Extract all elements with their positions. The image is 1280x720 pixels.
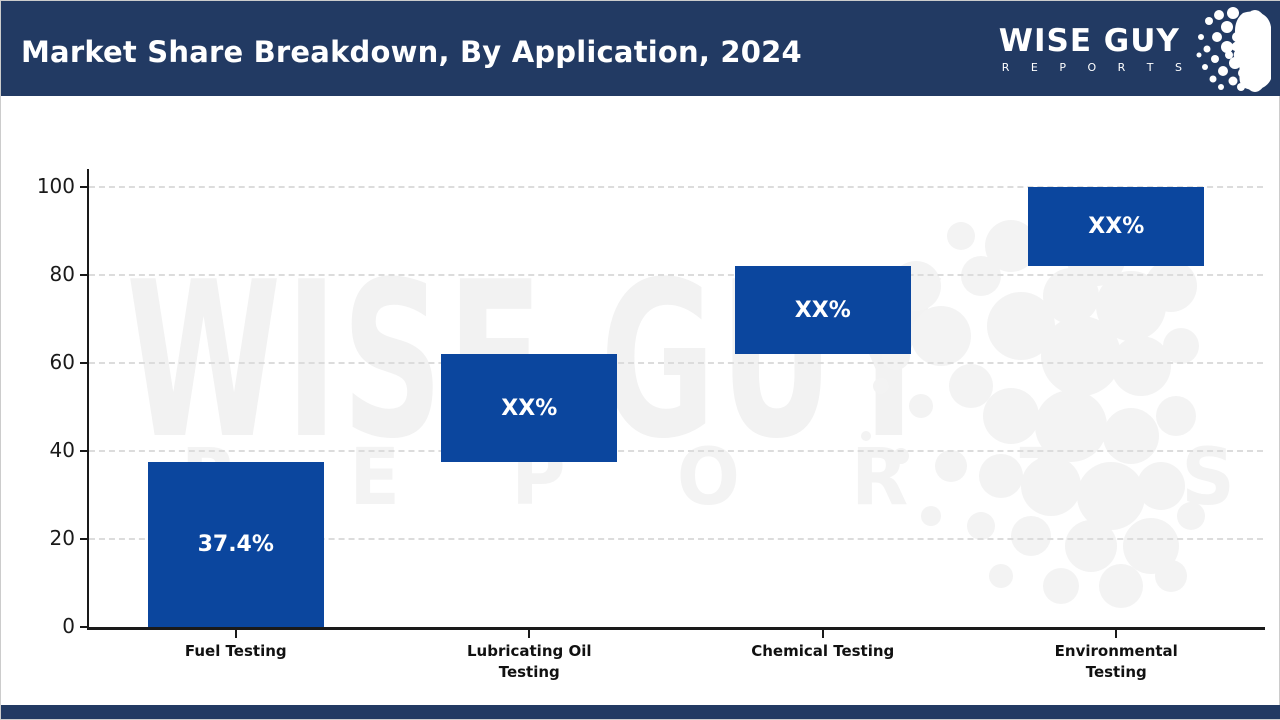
y-axis-tick bbox=[80, 450, 89, 452]
bar-value-label: XX% bbox=[794, 297, 851, 323]
bar-value-label: XX% bbox=[501, 395, 558, 421]
y-axis-tick-label: 0 bbox=[62, 614, 75, 638]
y-axis-tick-label: 40 bbox=[49, 438, 75, 462]
y-axis-tick-label: 60 bbox=[49, 350, 75, 374]
gridline bbox=[89, 186, 1263, 188]
gridline bbox=[89, 274, 1263, 276]
x-axis-category-label: Fuel Testing bbox=[184, 642, 287, 660]
x-axis-tick bbox=[821, 630, 824, 638]
logo: WISE GUY R E P O R T S bbox=[998, 6, 1271, 93]
logo-wordmark: WISE GUY bbox=[998, 23, 1180, 59]
y-axis-tick-label: 100 bbox=[36, 174, 75, 198]
y-axis-tick bbox=[80, 274, 89, 276]
x-axis-tick bbox=[1115, 630, 1118, 638]
bar-segment: XX% bbox=[1028, 187, 1205, 267]
y-axis-tick bbox=[80, 186, 89, 188]
y-axis-tick-label: 20 bbox=[49, 526, 75, 550]
gridline bbox=[89, 362, 1263, 364]
bar-value-label: XX% bbox=[1088, 214, 1145, 240]
logo-subtext: R E P O R T S bbox=[1001, 61, 1191, 74]
y-axis-tick bbox=[80, 362, 89, 364]
footer-bar bbox=[1, 705, 1280, 719]
x-axis-tick bbox=[528, 630, 531, 638]
y-axis-tick-label: 80 bbox=[49, 262, 75, 286]
header: Market Share Breakdown, By Application, … bbox=[1, 1, 1280, 96]
x-axis-category-label: Lubricating Oil Testing bbox=[466, 642, 592, 681]
logo-text: WISE GUY R E P O R T S bbox=[998, 23, 1191, 74]
y-axis-line bbox=[87, 169, 89, 630]
x-axis-category-label: Chemical Testing bbox=[751, 642, 895, 660]
bar-segment: 37.4% bbox=[147, 462, 324, 627]
bar-segment: XX% bbox=[734, 266, 911, 355]
x-axis-line bbox=[87, 627, 1265, 630]
x-axis-tick bbox=[234, 630, 237, 638]
page-title: Market Share Breakdown, By Application, … bbox=[21, 34, 802, 69]
gridline bbox=[89, 538, 1263, 540]
logo-face-icon bbox=[1196, 6, 1271, 92]
bar-value-label: 37.4% bbox=[197, 532, 274, 558]
gridline bbox=[89, 450, 1263, 452]
y-axis-tick bbox=[80, 626, 89, 628]
y-axis-tick bbox=[80, 538, 89, 540]
bar-segment: XX% bbox=[441, 354, 618, 463]
x-axis-category-label: Environmental Testing bbox=[1054, 642, 1178, 681]
